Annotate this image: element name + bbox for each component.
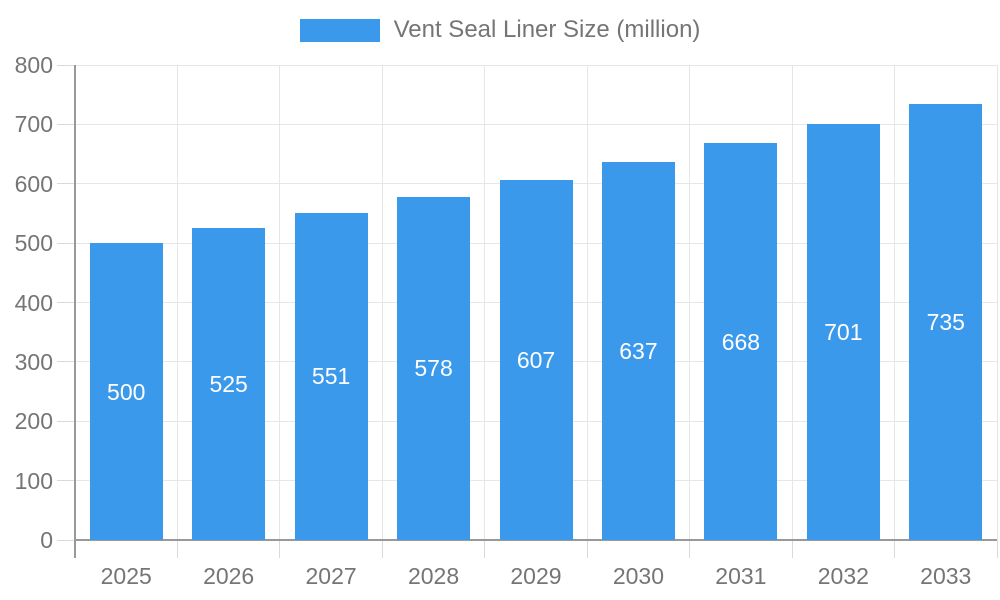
bar[interactable] [601,161,675,540]
x-gridline [996,65,998,540]
bar-value-label: 500 [107,378,146,405]
y-axis-tick [57,539,75,541]
y-axis-line [74,65,76,558]
x-gridline [791,65,793,540]
y-axis-tick-label: 800 [14,52,53,78]
bar-value-label: 525 [209,371,248,398]
bar[interactable] [89,243,163,540]
y-gridline [75,123,997,125]
bar-value-label: 637 [619,337,658,364]
bar[interactable] [499,179,573,540]
x-axis-line [74,539,997,541]
x-gridline [484,65,486,540]
x-axis-tick-label: 2025 [100,563,152,589]
bar-value-label: 668 [721,328,761,355]
x-axis-tick-label: 2029 [510,563,562,589]
x-axis-tick [381,540,383,558]
y-axis-tick-label: 500 [14,230,53,257]
x-gridline [586,65,588,540]
x-axis-tick [586,540,588,558]
bar[interactable] [192,228,266,540]
bar-value-label: 607 [516,346,556,373]
bar-value-label: 578 [414,355,453,382]
x-axis-tick [791,540,793,558]
bar[interactable] [704,143,778,540]
x-gridline [176,65,178,540]
x-axis-tick-label: 2026 [203,563,255,589]
y-gridline [75,64,997,66]
y-axis-tick [57,123,75,125]
x-axis-tick-label: 2028 [407,563,460,589]
bar[interactable] [909,103,983,540]
x-gridline [689,65,691,540]
y-axis-tick [57,242,75,244]
legend-swatch-icon [299,18,380,42]
x-axis-tick-label: 2032 [817,563,869,589]
bar[interactable] [806,123,880,540]
x-axis-tick [176,540,178,558]
bar-value-label: 701 [824,318,863,345]
y-axis-tick-label: 200 [14,408,53,435]
x-axis-tick [484,540,486,558]
y-axis-tick [57,361,75,363]
x-axis-tick [996,540,998,558]
x-axis-tick [894,540,896,558]
legend[interactable]: Vent Seal Liner Size (million) [0,16,1000,44]
bar[interactable] [397,196,471,540]
y-axis-tick-label: 600 [14,170,53,197]
y-axis-tick [57,183,75,185]
x-axis-tick [279,540,281,558]
x-axis-tick-label: 2027 [305,563,357,589]
y-axis-tick [57,64,75,66]
x-gridline [894,65,896,540]
y-axis-tick [57,480,75,482]
bar[interactable] [294,212,368,540]
legend-label: Vent Seal Liner Size (million) [393,16,701,43]
bar-value-label: 551 [311,363,351,390]
y-axis-tick [57,302,75,303]
x-axis-tick-label: 2031 [715,563,767,589]
x-gridline [279,65,281,540]
x-axis-tick [689,540,691,558]
y-axis-tick-label: 100 [14,467,53,494]
x-gridline [381,65,383,540]
y-axis-tick [57,420,75,422]
y-axis-tick-label: 700 [14,111,53,138]
x-axis-tick-label: 2033 [920,563,972,589]
y-axis-tick-label: 0 [40,527,53,553]
bar-value-label: 735 [926,308,965,335]
x-axis-tick-label: 2030 [612,563,665,589]
y-axis-tick-label: 300 [14,348,53,375]
y-axis-tick-label: 400 [14,289,53,316]
